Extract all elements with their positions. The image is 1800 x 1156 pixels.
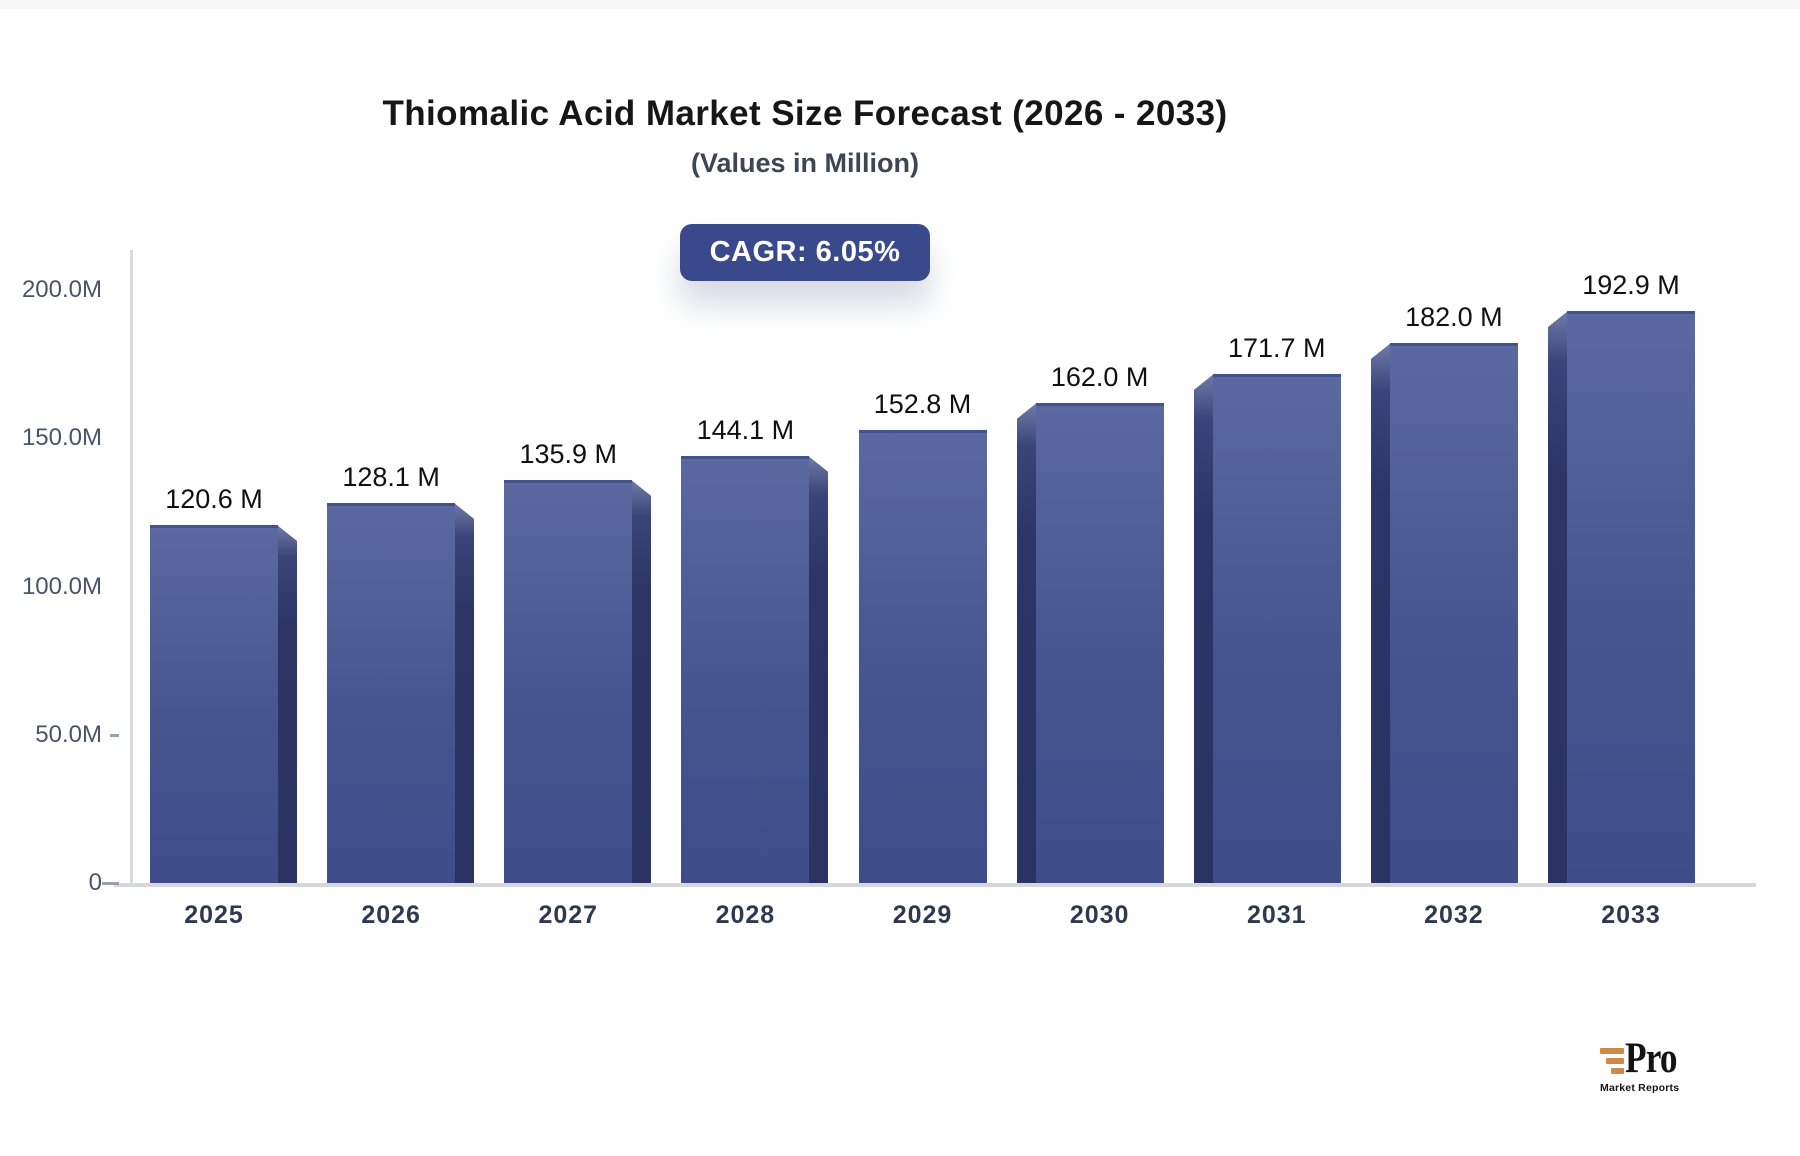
x-axis-label-2032: 2032 [1424, 901, 1484, 929]
y-axis-tick-label: 50.0M [35, 720, 102, 748]
pro-market-reports-logo: Pro Market Reports [1600, 1035, 1696, 1094]
x-axis-label-2025: 2025 [184, 901, 244, 929]
bar-value-label: 120.6 M [165, 484, 263, 514]
bar-2031 [1212, 374, 1341, 883]
bar-3d-side [1548, 311, 1568, 883]
x-axis-label-2033: 2033 [1601, 901, 1661, 929]
bar-3d-side [1193, 374, 1214, 883]
bar-value-label: 128.1 M [342, 462, 440, 492]
chart-header: Thiomalic Acid Market Size Forecast (202… [0, 0, 1610, 300]
bar-2025 [150, 525, 278, 883]
bar-2028 [681, 456, 810, 883]
bar-2026 [327, 503, 456, 883]
x-axis-label-2029: 2029 [892, 901, 953, 929]
x-axis-label-2028: 2028 [715, 901, 776, 929]
bar-value-label: 144.1 M [696, 415, 795, 445]
y-axis-tick-mark [102, 882, 119, 885]
bar-chart-icon-bar [1606, 1058, 1624, 1064]
x-axis-label-2031: 2031 [1246, 901, 1307, 929]
bar-3d-side [1370, 343, 1391, 883]
logo-subtitle: Market Reports [1600, 1082, 1680, 1094]
bar-3d-side [1016, 403, 1037, 883]
bar-value-label: 171.7 M [1227, 333, 1326, 363]
bar-chart-icon [1600, 1048, 1624, 1074]
bar-3d-side [631, 480, 652, 883]
y-axis-tick-mark [110, 733, 119, 737]
bar-2027 [504, 480, 633, 883]
x-axis-label-2026: 2026 [361, 901, 421, 929]
bar-chart-icon-bar [1611, 1068, 1624, 1074]
bar-2030 [1035, 403, 1164, 883]
bar-2029 [858, 430, 987, 883]
chart-subtitle: (Values in Million) [690, 148, 920, 178]
bar-2032 [1389, 343, 1518, 883]
x-axis-line [114, 883, 1756, 887]
bar-3d-side [277, 525, 297, 883]
y-axis-tick-label: 200.0M [21, 276, 102, 303]
bar-3d-side [808, 456, 829, 883]
y-axis-tick-label: 150.0M [21, 424, 102, 452]
x-axis-label-2030: 2030 [1069, 901, 1130, 929]
bar-chart-icon-bar [1600, 1048, 1624, 1054]
bar-value-label: 152.8 M [873, 389, 972, 419]
y-axis-tick-label: 100.0M [21, 572, 102, 600]
bar-3d-side [454, 503, 475, 883]
bar-value-label: 182.0 M [1405, 302, 1503, 332]
page-top-border [0, 0, 1800, 9]
y-axis-tick-label: 0 [88, 869, 102, 896]
bar-2033 [1567, 311, 1695, 883]
y-axis-line [130, 250, 133, 884]
bar-value-label: 162.0 M [1050, 362, 1149, 392]
cagr-badge: CAGR: 6.05% [679, 224, 931, 281]
logo-top-row: Pro [1600, 1035, 1696, 1082]
bar-value-label: 192.9 M [1582, 270, 1680, 300]
x-axis-label-2027: 2027 [538, 901, 599, 929]
cagr-badge-wrap: CAGR: 6.05% [0, 224, 1610, 281]
bar-value-label: 135.9 M [519, 439, 618, 469]
chart-title: Thiomalic Acid Market Size Forecast (202… [382, 94, 1228, 133]
logo-wordmark: Pro [1625, 1035, 1678, 1082]
